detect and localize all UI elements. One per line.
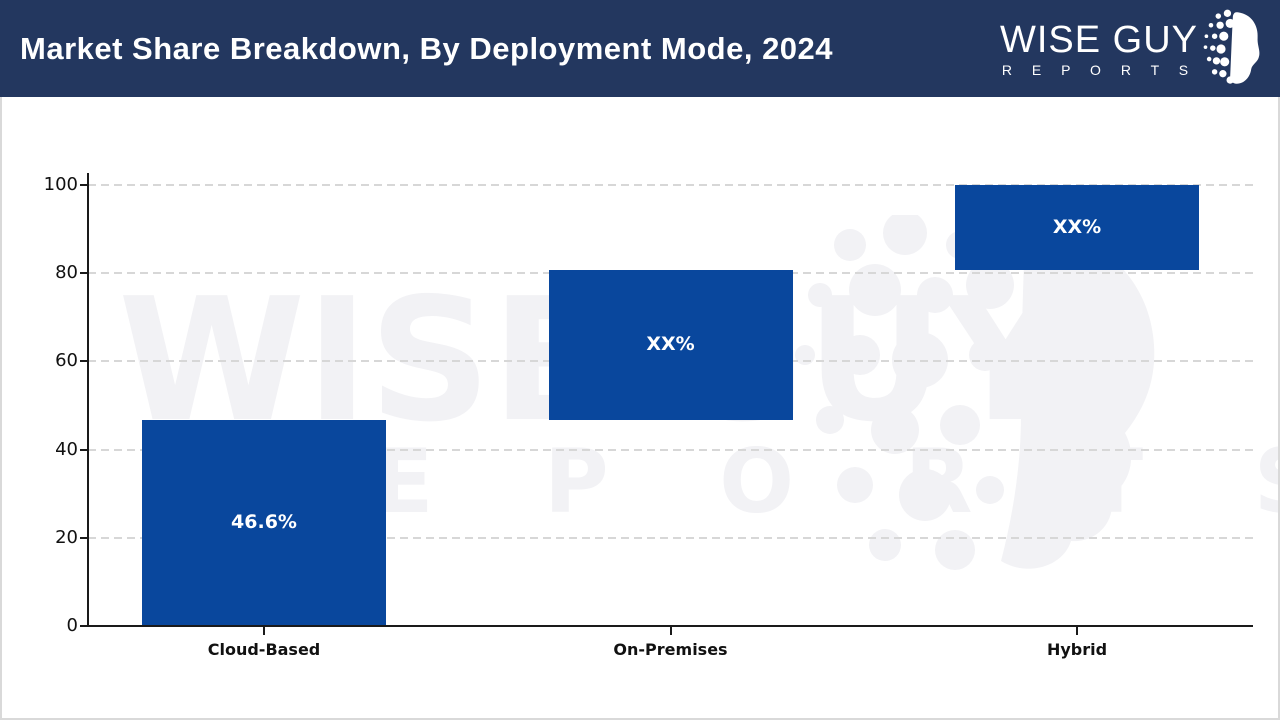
bar-value-label-hybrid: XX% [1052,215,1102,238]
y-tick-label-60: 60 [55,350,78,372]
x-category-label-cloud-based: Cloud-Based [207,640,321,659]
bar-value-label-cloud-based: 46.6% [231,511,297,534]
page-title: Market Share Breakdown, By Deployment Mo… [20,31,834,66]
gridline-100 [88,184,1253,186]
header-bar: Market Share Breakdown, By Deployment Mo… [0,0,1280,97]
logo-text: WISE GUY R E P O R T S [1000,21,1198,78]
logo-dotted-head-icon [1203,9,1260,84]
y-tick-mark-60 [80,360,88,363]
x-axis-line [87,625,1253,627]
watermark-dotted-head-icon [795,215,1155,570]
x-category-label-on-premises: On-Premises [613,640,728,659]
x-tick-mark-hybrid [1076,627,1078,635]
bar-cloud-based: 46.6% [142,420,386,626]
y-tick-label-20: 20 [55,526,78,548]
bar-hybrid: XX% [955,185,1199,271]
x-category-label-hybrid: Hybrid [1046,640,1108,659]
y-tick-label-80: 80 [55,262,78,284]
gridline-40 [88,448,1253,451]
wise-guy-reports-logo: WISE GUY R E P O R T S [1000,8,1264,90]
bar-value-label-on-premises: XX% [646,333,695,356]
y-tick-label-100: 100 [43,174,78,195]
x-tick-mark-on-premises [669,627,672,635]
y-tick-mark-20 [80,536,88,539]
y-tick-mark-80 [80,272,88,275]
x-tick-mark-cloud-based [263,627,265,635]
y-tick-mark-0 [80,625,88,627]
y-tick-label-0: 0 [66,615,78,636]
y-tick-mark-100 [80,184,88,186]
logo-wordmark: WISE GUY [999,18,1198,61]
y-axis-line [87,173,89,627]
bar-on-premises: XX% [548,270,793,421]
logo-subtitle: R E P O R T S [1001,61,1197,78]
gridline-20 [88,536,1253,539]
y-tick-mark-40 [80,448,88,451]
y-tick-label-40: 40 [55,438,78,460]
